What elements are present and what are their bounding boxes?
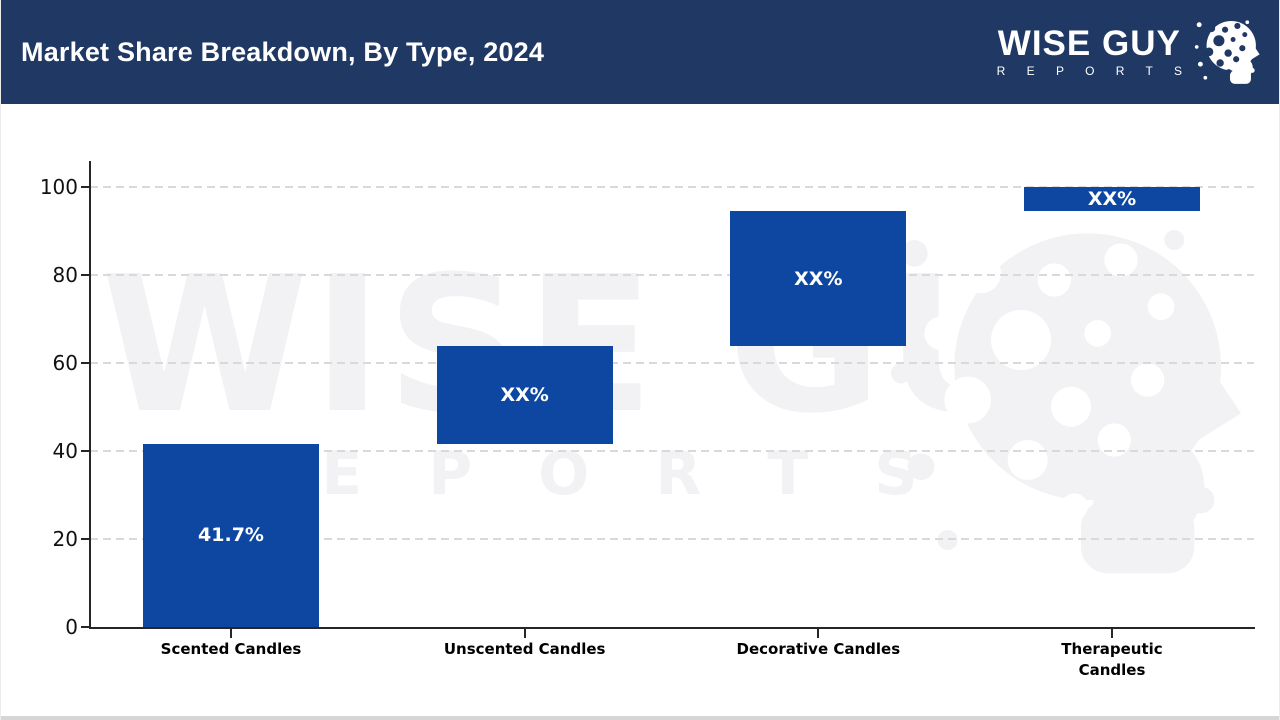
bar-value-label: XX% [794,267,843,290]
x-tick-2 [523,629,526,638]
x-category-label-line: Decorative Candles [736,640,901,658]
wiseguy-head-icon [1193,8,1267,96]
x-category-label: Therapeutic Candles [1002,639,1222,681]
x-tick-1 [230,629,232,638]
watermark-wordmark: WISE GUY [101,236,1183,455]
bar-unscented-candles: XX% [436,345,613,444]
x-category-label-line: Scented Candles [160,640,302,658]
page-title: Market Share Breakdown, By Type, 2024 [21,36,545,67]
y-tick-label-0: 0 [65,615,78,639]
y-tick-label-60: 60 [52,351,78,375]
y-tick-20 [81,538,89,540]
gridline-100 [90,186,1254,188]
gridline-20 [90,538,1254,540]
logo-wordmark: WISE GUY [997,24,1181,63]
bottom-edge-strip [1,716,1279,720]
y-tick-label-20: 20 [52,527,78,551]
x-category-label-line: Therapeutic [1061,640,1163,658]
bar-scented-candles: 41.7% [143,443,319,627]
x-category-label-line: Candles [1078,661,1146,679]
x-tick-3 [817,629,820,638]
y-tick-label-100: 100 [39,175,78,199]
logo-subtitle: R E P O R T S [996,64,1191,78]
bar-value-label: XX% [500,383,549,406]
y-tick-label-40: 40 [52,439,78,463]
gridline-40 [90,450,1254,452]
x-category-label: Scented Candles [121,639,341,660]
x-category-label: Unscented Candles [415,639,635,660]
gridline-80 [90,274,1254,276]
y-axis-spine [89,160,91,629]
header-band: Market Share Breakdown, By Type, 2024 WI… [1,0,1279,104]
bar-value-label: XX% [1087,188,1137,211]
x-axis-spine [89,627,1255,629]
gridline-60 [90,362,1254,364]
bar-decorative-candles: XX% [730,211,907,346]
bar-therapeutic-candles: XX% [1024,187,1200,212]
y-tick-40 [81,450,89,452]
y-tick-80 [81,274,89,276]
bar-value-label: 41.7% [198,524,264,547]
wiseguy-logo: WISE GUY R E P O R T S [988,8,1267,96]
y-tick-100 [81,186,89,188]
watermark-head-icon [881,195,1279,589]
y-tick-0 [81,626,89,628]
x-category-label-line: Unscented Candles [443,640,606,658]
y-tick-60 [81,362,89,364]
x-category-label: Decorative Candles [708,639,928,660]
x-tick-4 [1111,629,1113,638]
y-tick-label-80: 80 [52,263,78,287]
